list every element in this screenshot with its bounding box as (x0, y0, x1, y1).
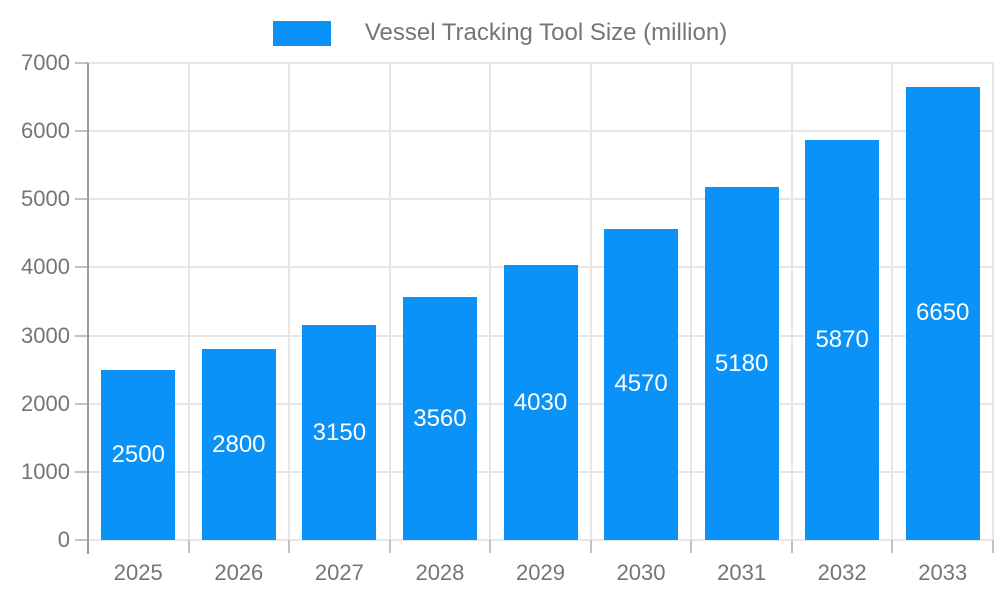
x-gridline (790, 63, 793, 540)
x-axis-label: 2028 (415, 560, 465, 585)
y-gridline (88, 130, 993, 133)
x-tick (288, 540, 291, 553)
x-tick (589, 540, 592, 553)
x-tick (992, 540, 994, 553)
bar[interactable]: 6650 (905, 86, 980, 540)
y-axis-label: 1000 (21, 458, 70, 484)
y-gridline (88, 539, 993, 541)
x-axis-label: 2029 (516, 560, 565, 585)
bar-value-label: 3560 (413, 404, 467, 432)
bar[interactable]: 3560 (402, 297, 477, 540)
x-gridline (187, 63, 190, 540)
bar-value-label: 2800 (212, 430, 266, 458)
y-axis-label: 4000 (21, 254, 70, 280)
x-axis-label: 2030 (616, 560, 666, 585)
x-gridline (891, 63, 894, 540)
bar-value-label: 4570 (614, 370, 668, 398)
bar-value-label: 6650 (916, 299, 970, 327)
x-tick (790, 540, 793, 553)
y-axis-label: 3000 (21, 322, 70, 348)
bar-value-label: 2500 (111, 440, 165, 468)
x-gridline (690, 63, 693, 540)
x-gridline (589, 63, 592, 540)
y-tick (75, 334, 88, 337)
y-tick (75, 402, 88, 405)
y-tick (75, 266, 88, 269)
y-axis-label: 5000 (21, 186, 70, 212)
y-gridline (88, 62, 993, 64)
bar-value-label: 3150 (312, 418, 367, 446)
y-gridline (88, 198, 993, 201)
bar[interactable]: 2500 (101, 369, 176, 540)
legend-label: Vessel Tracking Tool Size (million) (364, 19, 728, 46)
bar[interactable]: 4570 (604, 228, 679, 540)
x-axis-label: 2033 (918, 560, 968, 585)
x-tick (690, 540, 693, 553)
y-axis-label: 6000 (21, 118, 70, 144)
y-tick (75, 470, 88, 473)
y-tick (75, 130, 88, 133)
bar[interactable]: 3150 (302, 325, 377, 540)
x-tick (891, 540, 894, 553)
legend: Vessel Tracking Tool Size (million) (0, 18, 1000, 48)
legend-swatch-icon (272, 20, 331, 46)
x-tick (388, 540, 391, 553)
x-gridline (388, 63, 391, 540)
legend-item[interactable]: Vessel Tracking Tool Size (million) (272, 19, 728, 47)
x-tick (489, 540, 492, 553)
x-axis-label: 2027 (314, 560, 364, 585)
x-axis-label: 2032 (817, 560, 867, 585)
y-axis-label: 7000 (21, 50, 70, 75)
y-tick (75, 539, 88, 541)
x-gridline (288, 63, 291, 540)
y-axis-label: 0 (57, 527, 70, 552)
y-tick (75, 62, 88, 64)
x-tick (187, 540, 190, 553)
x-gridline (992, 63, 994, 540)
x-axis-label: 2025 (113, 560, 163, 585)
bar-value-label: 5180 (714, 349, 769, 377)
bar[interactable]: 2800 (201, 349, 276, 540)
y-axis-label: 2000 (21, 390, 70, 416)
bar-value-label: 5870 (815, 325, 869, 353)
bar[interactable]: 5180 (704, 187, 779, 540)
x-axis-label: 2026 (214, 560, 264, 585)
y-axis-line (87, 63, 89, 554)
y-tick (75, 198, 88, 201)
x-axis-label: 2031 (717, 560, 767, 585)
bar[interactable]: 4030 (503, 265, 578, 540)
x-gridline (489, 63, 492, 540)
bar[interactable]: 5870 (805, 140, 880, 540)
bar-value-label: 4030 (513, 388, 568, 416)
